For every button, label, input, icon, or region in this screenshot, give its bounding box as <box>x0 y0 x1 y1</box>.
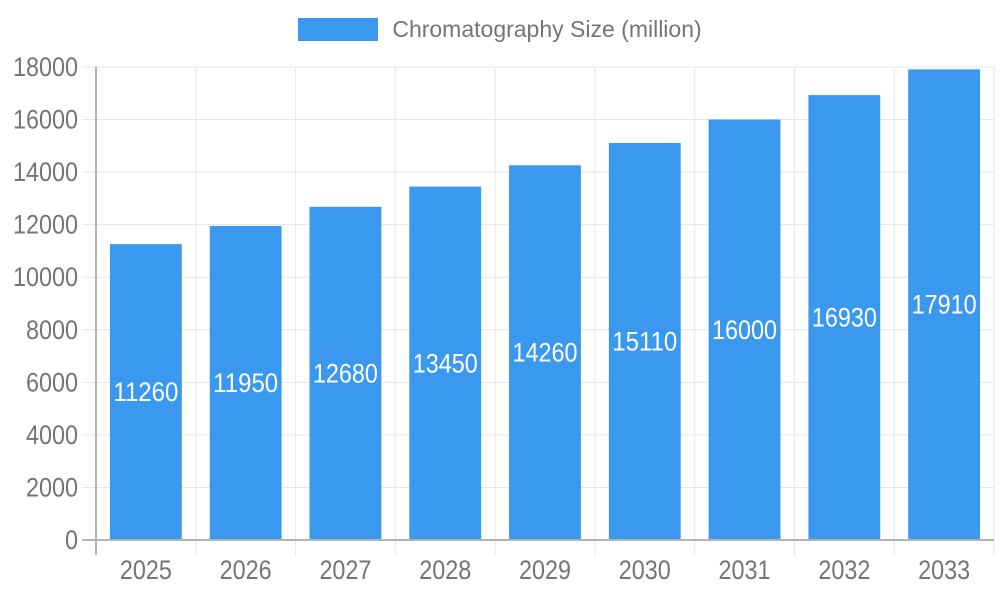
y-tick-label-4000: 4000 <box>26 420 78 450</box>
bar-value-label-2028: 13450 <box>413 348 478 378</box>
x-tick-label-2030: 2030 <box>619 555 671 585</box>
y-tick-label-8000: 8000 <box>26 315 78 345</box>
x-tick-label-2031: 2031 <box>719 555 771 585</box>
bar-2030 <box>608 142 681 540</box>
y-tick-label-14000: 14000 <box>13 157 78 187</box>
bar-2027 <box>309 206 382 540</box>
bar-2032 <box>808 95 881 541</box>
bar-2026 <box>209 225 282 540</box>
y-tick-label-2000: 2000 <box>26 472 78 502</box>
bar-value-label-2027: 12680 <box>313 358 378 388</box>
x-tick-label-2027: 2027 <box>319 555 371 585</box>
x-tick-label-2032: 2032 <box>818 555 870 585</box>
bar-2031 <box>708 119 781 541</box>
y-tick-label-18000: 18000 <box>13 52 78 82</box>
legend-label: Chromatography Size (million) <box>392 16 702 42</box>
y-tick-label-12000: 12000 <box>13 210 78 240</box>
bar-2033 <box>908 69 981 541</box>
legend: Chromatography Size (million) <box>0 18 1000 41</box>
bar-value-label-2032: 16930 <box>812 303 877 333</box>
bar-2028 <box>409 186 482 540</box>
bar-value-label-2030: 15110 <box>612 326 677 356</box>
x-tick-label-2033: 2033 <box>918 555 970 585</box>
bar-value-label-2031: 16000 <box>712 315 777 345</box>
y-tick-label-0: 0 <box>65 525 78 555</box>
bar-value-label-2033: 17910 <box>912 290 977 320</box>
legend-item[interactable]: Chromatography Size (million) <box>298 16 702 42</box>
y-tick-label-16000: 16000 <box>13 105 78 135</box>
bar-value-label-2025: 11260 <box>113 377 178 407</box>
bar-value-label-2029: 14260 <box>513 338 578 368</box>
bar-value-label-2026: 11950 <box>213 368 278 398</box>
y-tick-label-6000: 6000 <box>26 367 78 397</box>
x-tick-label-2029: 2029 <box>519 555 571 585</box>
y-tick-label-10000: 10000 <box>13 262 78 292</box>
bar-2025 <box>109 244 182 540</box>
x-tick-label-2026: 2026 <box>220 555 272 585</box>
x-tick-label-2028: 2028 <box>419 555 471 585</box>
x-tick-label-2025: 2025 <box>120 555 172 585</box>
legend-swatch <box>298 18 379 41</box>
bar-2029 <box>509 165 581 541</box>
